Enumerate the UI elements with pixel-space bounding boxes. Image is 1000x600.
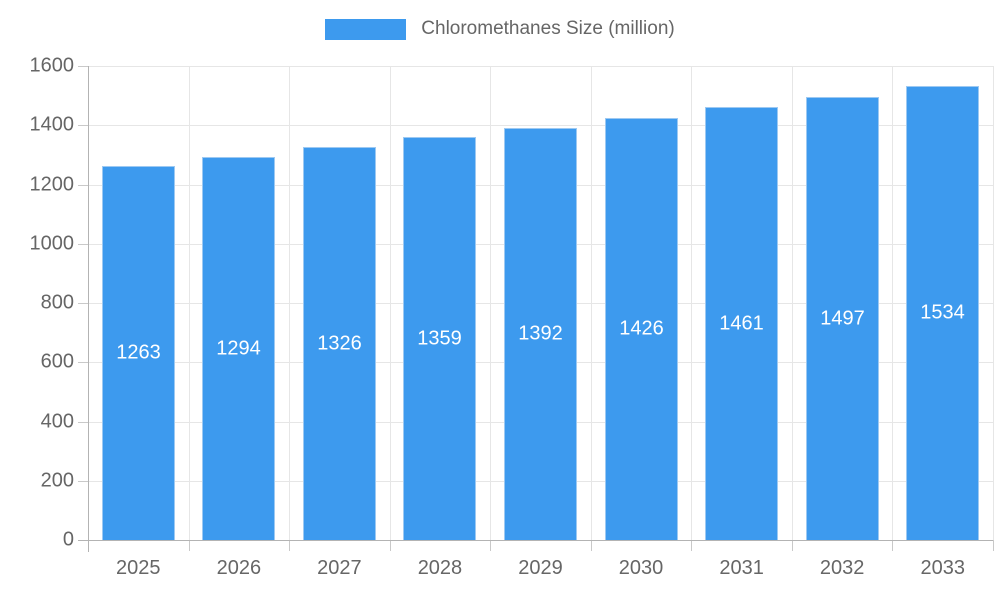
y-axis-tick <box>78 243 88 245</box>
v-gridline <box>389 66 391 540</box>
x-axis-tick <box>289 540 291 551</box>
x-axis-line <box>78 540 993 541</box>
bar-value-label: 1359 <box>417 327 462 350</box>
bar-2026[interactable]: 1294 <box>202 156 275 540</box>
bar-value-label: 1461 <box>719 312 764 335</box>
bar-value-label: 1392 <box>518 322 563 345</box>
y-tick-label: 0 <box>62 528 74 551</box>
x-axis-tick <box>490 540 492 551</box>
bar-value-label: 1534 <box>920 301 965 324</box>
v-gridline <box>791 66 793 540</box>
x-tick-label: 2029 <box>518 557 563 579</box>
bar-value-label: 1326 <box>317 332 362 355</box>
y-tick-label: 800 <box>40 291 74 314</box>
v-gridline <box>289 66 291 540</box>
y-axis-tick <box>78 184 88 186</box>
v-gridline <box>490 66 492 540</box>
y-tick-label: 200 <box>40 469 74 492</box>
x-axis-tick <box>791 540 793 551</box>
x-tick-label: 2030 <box>618 557 664 579</box>
legend: Chloromethanes Size (million) <box>0 18 1000 40</box>
v-gridline <box>590 66 592 540</box>
y-axis-tick <box>78 66 88 67</box>
x-tick-label: 2028 <box>417 557 463 579</box>
y-axis-tick <box>78 362 88 364</box>
bar-value-label: 1426 <box>619 317 664 340</box>
x-axis-tick <box>892 540 894 551</box>
legend-item[interactable]: Chloromethanes Size (million) <box>325 18 675 40</box>
v-gridline <box>892 66 894 540</box>
y-axis-tick <box>78 421 88 423</box>
x-tick-label: 2031 <box>719 557 764 579</box>
bar-value-label: 1263 <box>116 341 161 364</box>
legend-swatch-icon <box>325 18 407 40</box>
y-axis-line <box>88 66 89 552</box>
y-axis-tick <box>78 480 88 482</box>
bar-2031[interactable]: 1461 <box>705 107 778 540</box>
h-gridline <box>88 125 993 127</box>
v-gridline <box>993 66 994 540</box>
bar-2032[interactable]: 1497 <box>806 96 879 540</box>
v-gridline <box>188 66 190 540</box>
x-axis-tick <box>590 540 592 551</box>
bar-2030[interactable]: 1426 <box>605 117 678 540</box>
x-axis-tick <box>389 540 391 551</box>
bar-value-label: 1294 <box>216 337 261 360</box>
y-tick-label: 400 <box>40 410 74 432</box>
x-axis-tick <box>188 540 190 551</box>
h-gridline <box>88 66 993 67</box>
x-axis-tick <box>993 540 994 551</box>
bar-2033[interactable]: 1534 <box>906 85 979 540</box>
bar-2025[interactable]: 1263 <box>102 165 175 540</box>
y-tick-label: 1400 <box>29 113 75 136</box>
y-tick-label: 1600 <box>29 54 75 77</box>
bar-2027[interactable]: 1326 <box>303 147 376 540</box>
v-gridline <box>691 66 693 540</box>
y-axis-tick <box>78 303 88 304</box>
x-tick-label: 2033 <box>920 557 965 579</box>
bar-2029[interactable]: 1392 <box>504 127 577 540</box>
x-axis-tick <box>691 540 693 551</box>
x-tick-label: 2026 <box>216 557 262 579</box>
y-tick-label: 1200 <box>29 173 75 195</box>
x-tick-label: 2027 <box>317 557 362 579</box>
legend-label: Chloromethanes Size (million) <box>421 18 675 39</box>
bar-2028[interactable]: 1359 <box>403 137 476 540</box>
bar-value-label: 1497 <box>820 307 865 330</box>
y-tick-label: 600 <box>40 350 74 373</box>
y-axis-tick <box>78 125 88 127</box>
y-tick-label: 1000 <box>29 232 75 255</box>
x-tick-label: 2025 <box>116 557 161 579</box>
x-tick-label: 2032 <box>819 557 865 579</box>
